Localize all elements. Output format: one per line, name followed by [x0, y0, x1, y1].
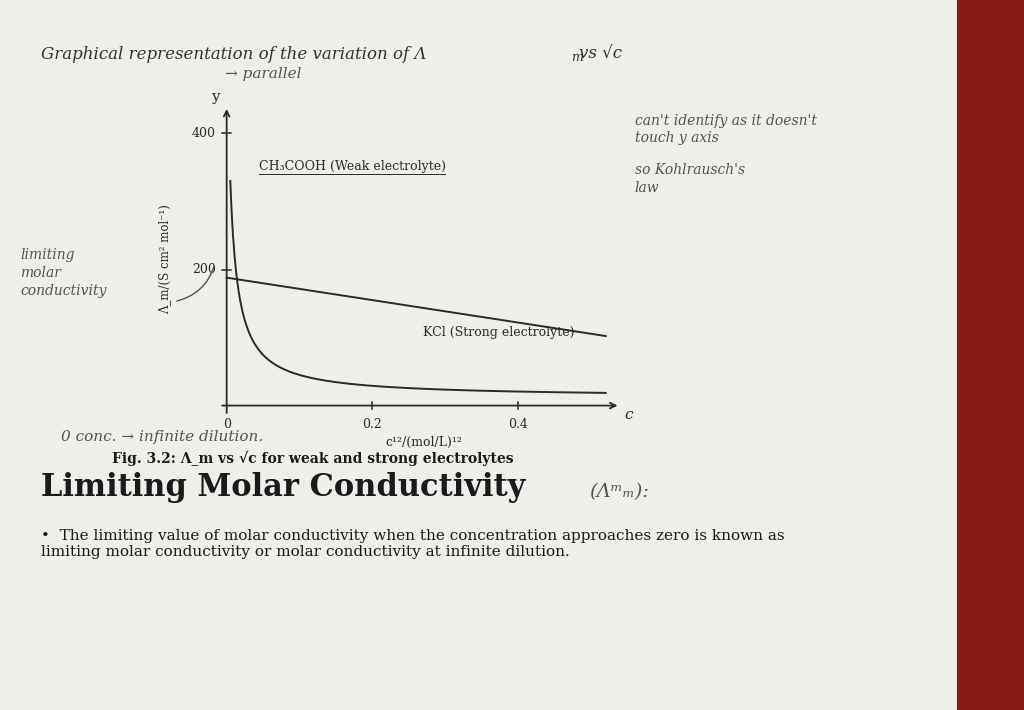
Text: Graphical representation of the variation of Λ: Graphical representation of the variatio…	[41, 46, 426, 63]
Text: 0.2: 0.2	[362, 417, 382, 431]
Text: c: c	[624, 408, 633, 422]
Text: c¹²/(mol/L)¹²: c¹²/(mol/L)¹²	[385, 436, 462, 449]
Text: CH₃COOH (Weak electrolyte): CH₃COOH (Weak electrolyte)	[259, 160, 446, 173]
Text: 400: 400	[191, 127, 216, 140]
Text: limiting: limiting	[20, 248, 75, 263]
Text: vs √c: vs √c	[579, 46, 622, 63]
Text: Limiting Molar Conductivity: Limiting Molar Conductivity	[41, 472, 525, 503]
FancyArrowPatch shape	[177, 267, 214, 301]
Text: law: law	[635, 181, 659, 195]
Text: Fig. 3.2: Λ_m vs √c for weak and strong electrolytes: Fig. 3.2: Λ_m vs √c for weak and strong …	[112, 451, 513, 466]
Text: 0: 0	[222, 417, 230, 431]
Text: can't identify as it doesn't: can't identify as it doesn't	[635, 114, 817, 128]
Text: 200: 200	[191, 263, 216, 276]
Text: 0.4: 0.4	[508, 417, 528, 431]
Text: •  The limiting value of molar conductivity when the concentration approaches ze: • The limiting value of molar conductivi…	[41, 529, 784, 559]
Text: Λ_m/(S cm² mol⁻¹): Λ_m/(S cm² mol⁻¹)	[158, 204, 171, 315]
Text: conductivity: conductivity	[20, 284, 106, 298]
Text: 0 conc. → infinite dilution.: 0 conc. → infinite dilution.	[61, 430, 264, 444]
Text: so Kohlrausch's: so Kohlrausch's	[635, 163, 745, 178]
Text: → parallel: → parallel	[225, 67, 302, 82]
Text: m: m	[571, 51, 584, 64]
Text: KCl (Strong electrolyte): KCl (Strong electrolyte)	[424, 326, 575, 339]
Text: y: y	[211, 90, 220, 104]
Text: molar: molar	[20, 266, 61, 280]
Text: touch y axis: touch y axis	[635, 131, 719, 146]
Text: (Λᵐₘ):: (Λᵐₘ):	[589, 483, 649, 501]
